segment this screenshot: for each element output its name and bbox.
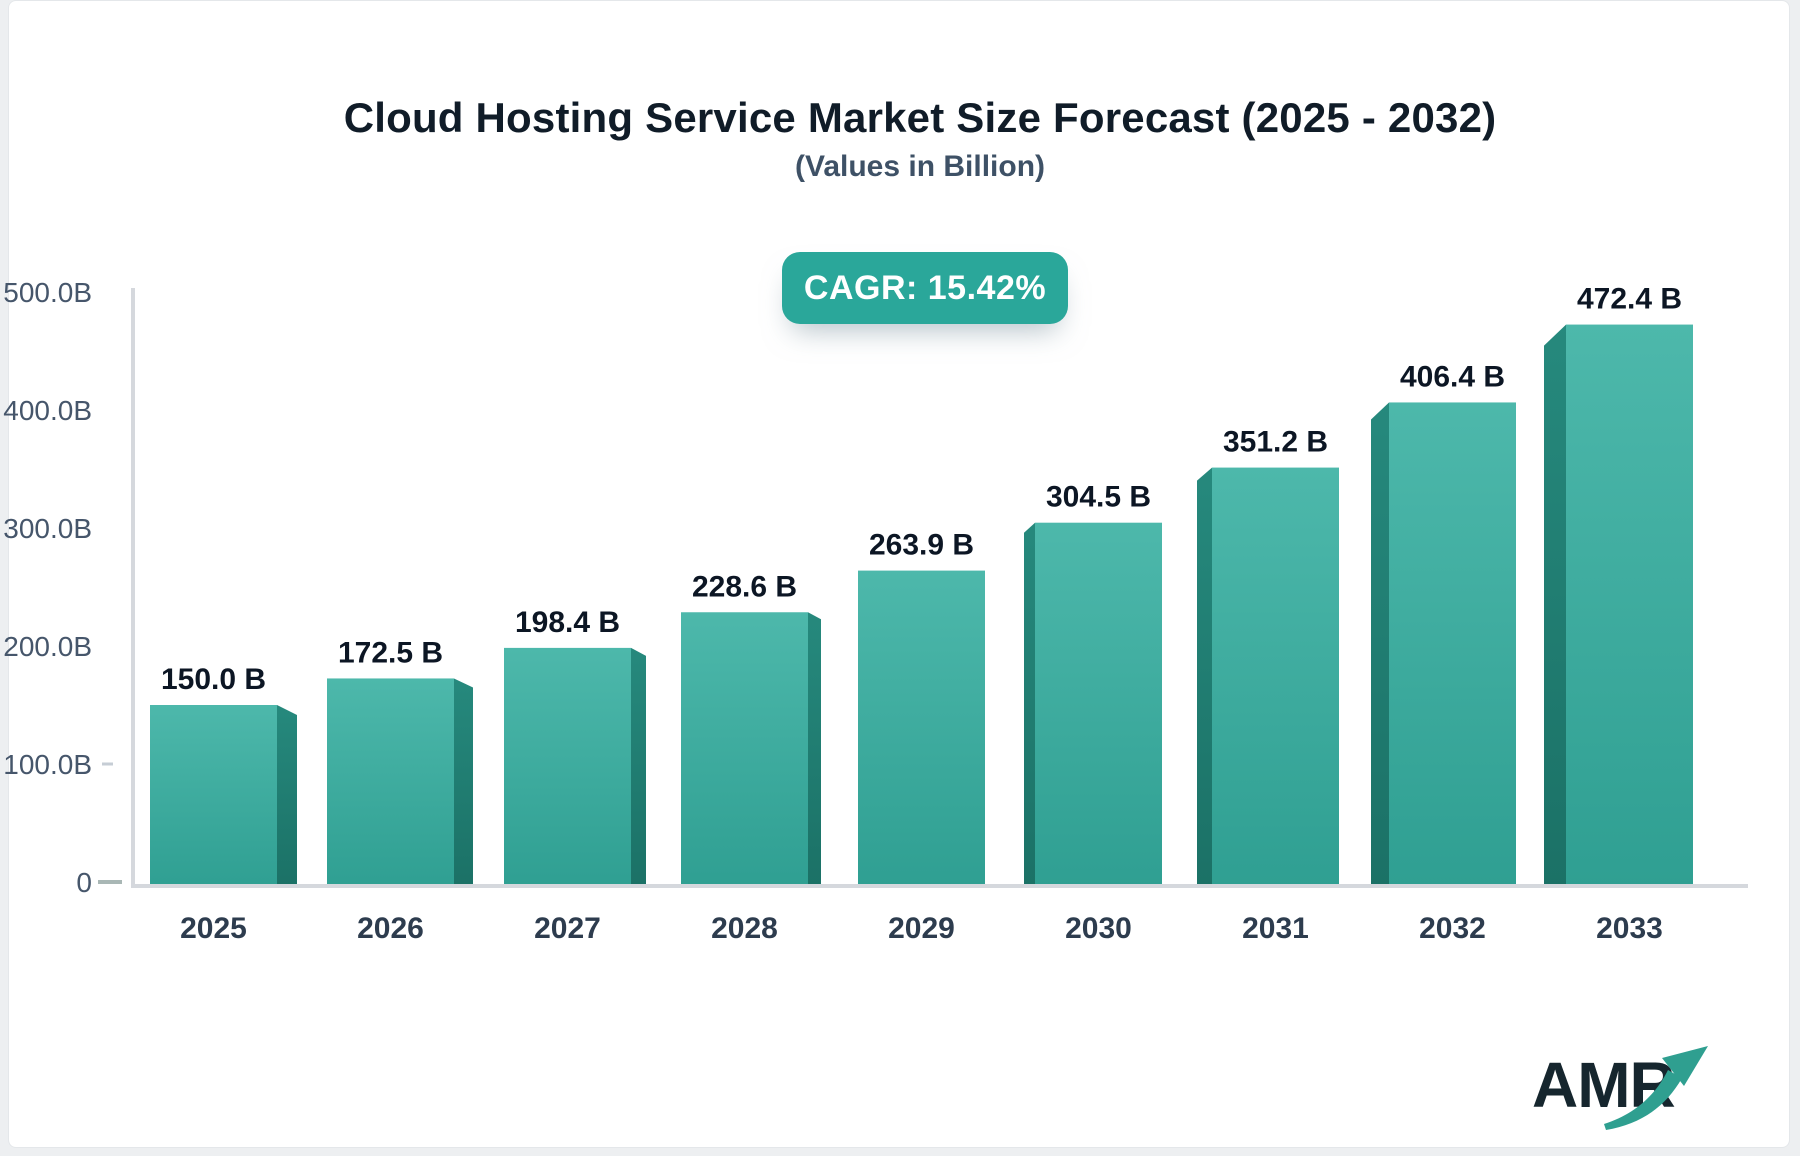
y-axis-line bbox=[131, 288, 135, 888]
bar-2030[interactable] bbox=[1035, 522, 1162, 888]
x-axis-label: 2031 bbox=[1242, 912, 1309, 945]
bar-value-label: 150.0 B bbox=[161, 663, 266, 696]
bar-value-label: 472.4 B bbox=[1577, 283, 1682, 316]
x-axis-label: 2032 bbox=[1419, 912, 1486, 945]
y-axis-label: 400.0B bbox=[3, 395, 92, 426]
bar-value-label: 304.5 B bbox=[1046, 481, 1151, 514]
bar-2029[interactable] bbox=[858, 570, 985, 888]
bar-2025[interactable] bbox=[150, 705, 277, 888]
bar-side-2031 bbox=[1197, 467, 1212, 888]
bar-side-2030 bbox=[1024, 522, 1035, 888]
x-axis-label: 2028 bbox=[711, 912, 778, 945]
bar-value-label: 198.4 B bbox=[515, 606, 620, 639]
bar-side-2025 bbox=[277, 705, 297, 888]
bar-2028[interactable] bbox=[681, 612, 808, 888]
x-axis-label: 2029 bbox=[888, 912, 955, 945]
x-axis-label: 2030 bbox=[1065, 912, 1132, 945]
chart-subtitle: (Values in Billion) bbox=[794, 150, 1046, 183]
bar-side-2028 bbox=[808, 612, 821, 888]
amr-logo: AMR bbox=[1532, 1046, 1762, 1138]
y-axis-label: 500.0B bbox=[3, 277, 92, 308]
growth-arrow-icon bbox=[1604, 1046, 1708, 1130]
bar-value-label: 228.6 B bbox=[692, 570, 797, 603]
bar-side-2032 bbox=[1371, 402, 1389, 888]
bar-2033[interactable] bbox=[1566, 324, 1693, 888]
chart-title: Cloud Hosting Service Market Size Foreca… bbox=[343, 94, 1497, 141]
bar-value-label: 351.2 B bbox=[1223, 426, 1328, 459]
bar-side-2027 bbox=[631, 647, 646, 888]
x-axis-line bbox=[131, 884, 1748, 888]
bar-2031[interactable] bbox=[1212, 467, 1339, 888]
y-axis-label: 300.0B bbox=[3, 513, 92, 544]
bar-side-2026 bbox=[454, 678, 473, 888]
y-axis-label: 200.0B bbox=[3, 631, 92, 662]
y-axis-tick bbox=[102, 762, 113, 766]
y-axis-tick-zero bbox=[98, 880, 122, 884]
y-axis-label: 0 bbox=[76, 867, 92, 898]
x-axis-label: 2025 bbox=[180, 912, 247, 945]
bar-value-label: 263.9 B bbox=[869, 529, 974, 562]
bar-2032[interactable] bbox=[1389, 402, 1516, 888]
x-axis-label: 2033 bbox=[1596, 912, 1663, 945]
cagr-badge: CAGR: 15.42% bbox=[782, 252, 1068, 324]
x-axis-label: 2026 bbox=[357, 912, 424, 945]
bar-side-2033 bbox=[1544, 324, 1566, 888]
y-axis-label: 100.0B bbox=[3, 749, 92, 780]
bar-value-label: 172.5 B bbox=[338, 636, 443, 669]
bar-value-label: 406.4 B bbox=[1400, 360, 1505, 393]
bar-2027[interactable] bbox=[504, 647, 631, 888]
bar-2026[interactable] bbox=[327, 678, 454, 888]
x-axis-label: 2027 bbox=[534, 912, 601, 945]
